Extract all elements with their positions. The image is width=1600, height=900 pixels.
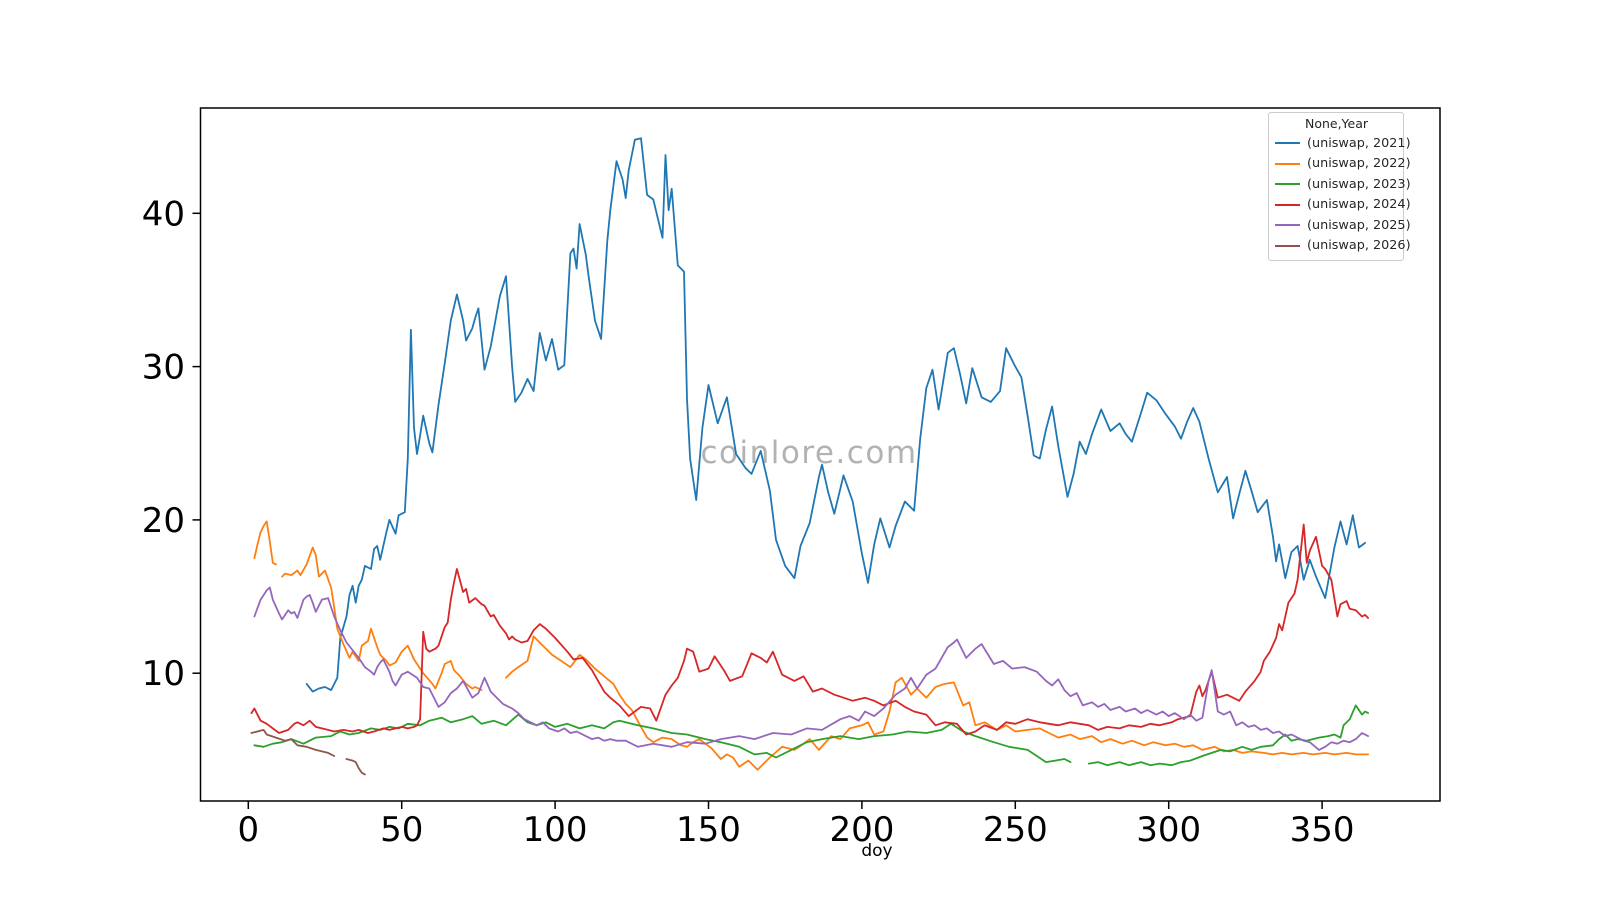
- legend-line-swatch: [1275, 224, 1300, 227]
- series-line-uniswap-2023: [1088, 704, 1369, 767]
- legend-entry: (uniswap, 2026): [1275, 236, 1411, 257]
- legend-entries: (uniswap, 2021) (uniswap, 2022) (uniswap, …: [1275, 133, 1411, 257]
- legend-label: (uniswap, 2022): [1307, 156, 1411, 172]
- x-tick-label: 200: [829, 810, 894, 850]
- legend-label: (uniswap, 2025): [1307, 217, 1411, 233]
- y-tick-label: 40: [142, 194, 185, 234]
- x-tick-label: 100: [523, 810, 588, 850]
- legend-line-swatch: [1275, 162, 1300, 165]
- legend-entry: (uniswap, 2023): [1275, 174, 1411, 195]
- legend-label: (uniswap, 2021): [1307, 135, 1411, 151]
- legend-entry: (uniswap, 2022): [1275, 154, 1411, 175]
- x-axis-label: doy: [861, 841, 892, 861]
- x-tick-label: 250: [983, 810, 1048, 850]
- legend-label: (uniswap, 2023): [1307, 176, 1411, 192]
- legend-title: None,Year: [1304, 116, 1369, 131]
- legend-line-swatch: [1275, 183, 1300, 186]
- legend-line-swatch: [1275, 244, 1300, 247]
- x-tick-label: 50: [380, 810, 423, 850]
- series-line-uniswap-2022: [505, 635, 1369, 771]
- series-line-uniswap-2026: [345, 758, 366, 776]
- series-line-uniswap-2022: [281, 546, 483, 691]
- x-tick-label: 150: [676, 810, 741, 850]
- series-line-uniswap-2024: [250, 523, 1369, 736]
- y-tick-label: 30: [142, 348, 185, 388]
- series-line-uniswap-2021: [305, 137, 1366, 693]
- legend-entry: (uniswap, 2021): [1275, 133, 1411, 154]
- legend-label: (uniswap, 2024): [1307, 197, 1411, 213]
- legend-line-swatch: [1275, 203, 1300, 206]
- y-tick-label: 10: [142, 654, 185, 694]
- series-line-uniswap-2025: [253, 586, 1369, 751]
- series-line-uniswap-2022: [253, 520, 277, 566]
- axes-border: [199, 107, 1441, 802]
- x-tick-label: 300: [1136, 810, 1201, 850]
- legend-entry: (uniswap, 2025): [1275, 215, 1411, 236]
- x-tick-label: 350: [1290, 810, 1355, 850]
- legend: None,Year (uniswap, 2021) (uniswap, 2022)…: [1268, 112, 1411, 261]
- legend-label: (uniswap, 2026): [1307, 238, 1411, 254]
- series-line-uniswap-2026: [250, 729, 336, 757]
- x-tick-label: 0: [237, 810, 259, 850]
- legend-entry: (uniswap, 2024): [1275, 195, 1411, 216]
- y-tick-label: 20: [142, 501, 185, 541]
- legend-line-swatch: [1275, 142, 1300, 145]
- series-line-uniswap-2023: [253, 713, 1072, 763]
